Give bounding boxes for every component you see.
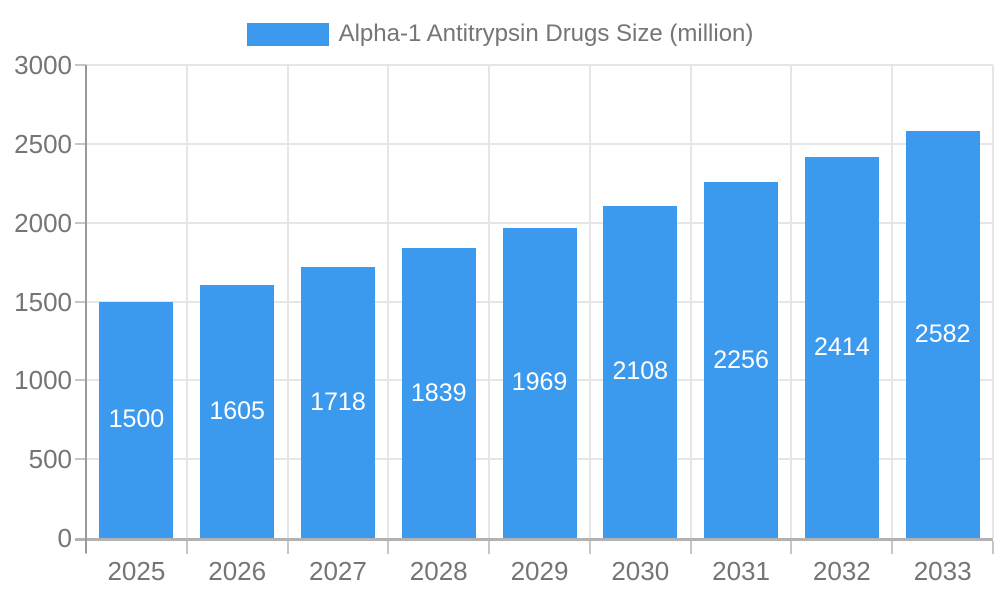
y-axis-tick bbox=[75, 64, 86, 66]
y-axis-label: 0 bbox=[57, 523, 72, 553]
x-axis-label: 2032 bbox=[812, 556, 871, 586]
bar-2025[interactable]: 1500 bbox=[99, 301, 174, 538]
x-axis-tick bbox=[286, 541, 289, 554]
x-axis-label: 2027 bbox=[309, 556, 367, 586]
x-axis-label: 2028 bbox=[409, 556, 468, 586]
bar-2026[interactable]: 1605 bbox=[200, 284, 275, 538]
bar-2029[interactable]: 1969 bbox=[502, 227, 577, 538]
legend[interactable]: Alpha-1 Antitrypsin Drugs Size (million) bbox=[0, 20, 1000, 48]
gridline-vertical bbox=[387, 65, 390, 538]
x-axis-tick bbox=[488, 541, 491, 554]
x-axis-label: 2030 bbox=[611, 556, 670, 586]
bar-2033[interactable]: 2582 bbox=[905, 130, 980, 538]
x-axis-tick bbox=[891, 541, 894, 554]
y-axis-label: 2000 bbox=[14, 207, 72, 238]
x-axis-tick bbox=[689, 541, 692, 554]
x-axis-tick bbox=[992, 541, 994, 554]
y-axis-tick bbox=[75, 458, 86, 461]
bar-value-label: 1605 bbox=[209, 396, 265, 425]
y-axis-line bbox=[85, 65, 87, 553]
x-axis-tick bbox=[387, 541, 390, 554]
x-axis-label: 2025 bbox=[107, 556, 166, 586]
gridline-vertical bbox=[790, 65, 793, 538]
gridline-vertical bbox=[891, 65, 894, 538]
x-axis-tick bbox=[588, 541, 591, 554]
bar-value-label: 1500 bbox=[108, 405, 165, 434]
gridline-horizontal bbox=[86, 64, 993, 66]
gridline-vertical bbox=[588, 65, 591, 538]
bar-value-label: 2256 bbox=[713, 345, 769, 374]
y-axis-label: 3000 bbox=[14, 50, 72, 80]
y-axis-label: 500 bbox=[28, 444, 72, 475]
bar-value-label: 1718 bbox=[310, 388, 366, 417]
bar-value-label: 1839 bbox=[410, 378, 467, 407]
x-axis-line bbox=[75, 538, 993, 541]
gridline-vertical bbox=[992, 65, 994, 538]
bar-2030[interactable]: 2108 bbox=[603, 205, 678, 538]
gridline-vertical bbox=[689, 65, 692, 538]
gridline-vertical bbox=[185, 65, 188, 538]
y-axis-tick bbox=[75, 379, 86, 382]
y-axis-tick bbox=[75, 300, 86, 303]
bar-value-label: 2108 bbox=[612, 357, 669, 386]
y-axis-tick bbox=[75, 221, 86, 224]
x-axis-label: 2033 bbox=[913, 556, 972, 586]
y-axis-label: 1000 bbox=[14, 365, 72, 396]
y-axis-label: 2500 bbox=[14, 128, 72, 159]
bar-value-label: 1969 bbox=[511, 368, 568, 397]
bar-2032[interactable]: 2414 bbox=[804, 157, 879, 538]
x-axis-label: 2029 bbox=[510, 556, 569, 586]
gridline-vertical bbox=[286, 65, 289, 538]
y-axis-label: 1500 bbox=[14, 286, 72, 317]
bar-value-label: 2414 bbox=[814, 333, 870, 362]
gridline-horizontal bbox=[86, 142, 993, 145]
gridline-vertical bbox=[488, 65, 491, 538]
bar-2028[interactable]: 1839 bbox=[401, 248, 476, 538]
bar-2027[interactable]: 1718 bbox=[300, 267, 375, 538]
x-axis-label: 2031 bbox=[712, 556, 770, 586]
bar-value-label: 2582 bbox=[914, 319, 971, 348]
legend-label: Alpha-1 Antitrypsin Drugs Size (million) bbox=[338, 20, 754, 47]
x-axis-tick bbox=[790, 541, 793, 554]
x-axis-tick bbox=[185, 541, 188, 554]
gridline-horizontal bbox=[86, 221, 993, 224]
x-axis-label: 2026 bbox=[208, 556, 267, 586]
y-axis-tick bbox=[75, 142, 86, 145]
legend-swatch bbox=[246, 22, 329, 46]
bar-2031[interactable]: 2256 bbox=[704, 182, 779, 538]
